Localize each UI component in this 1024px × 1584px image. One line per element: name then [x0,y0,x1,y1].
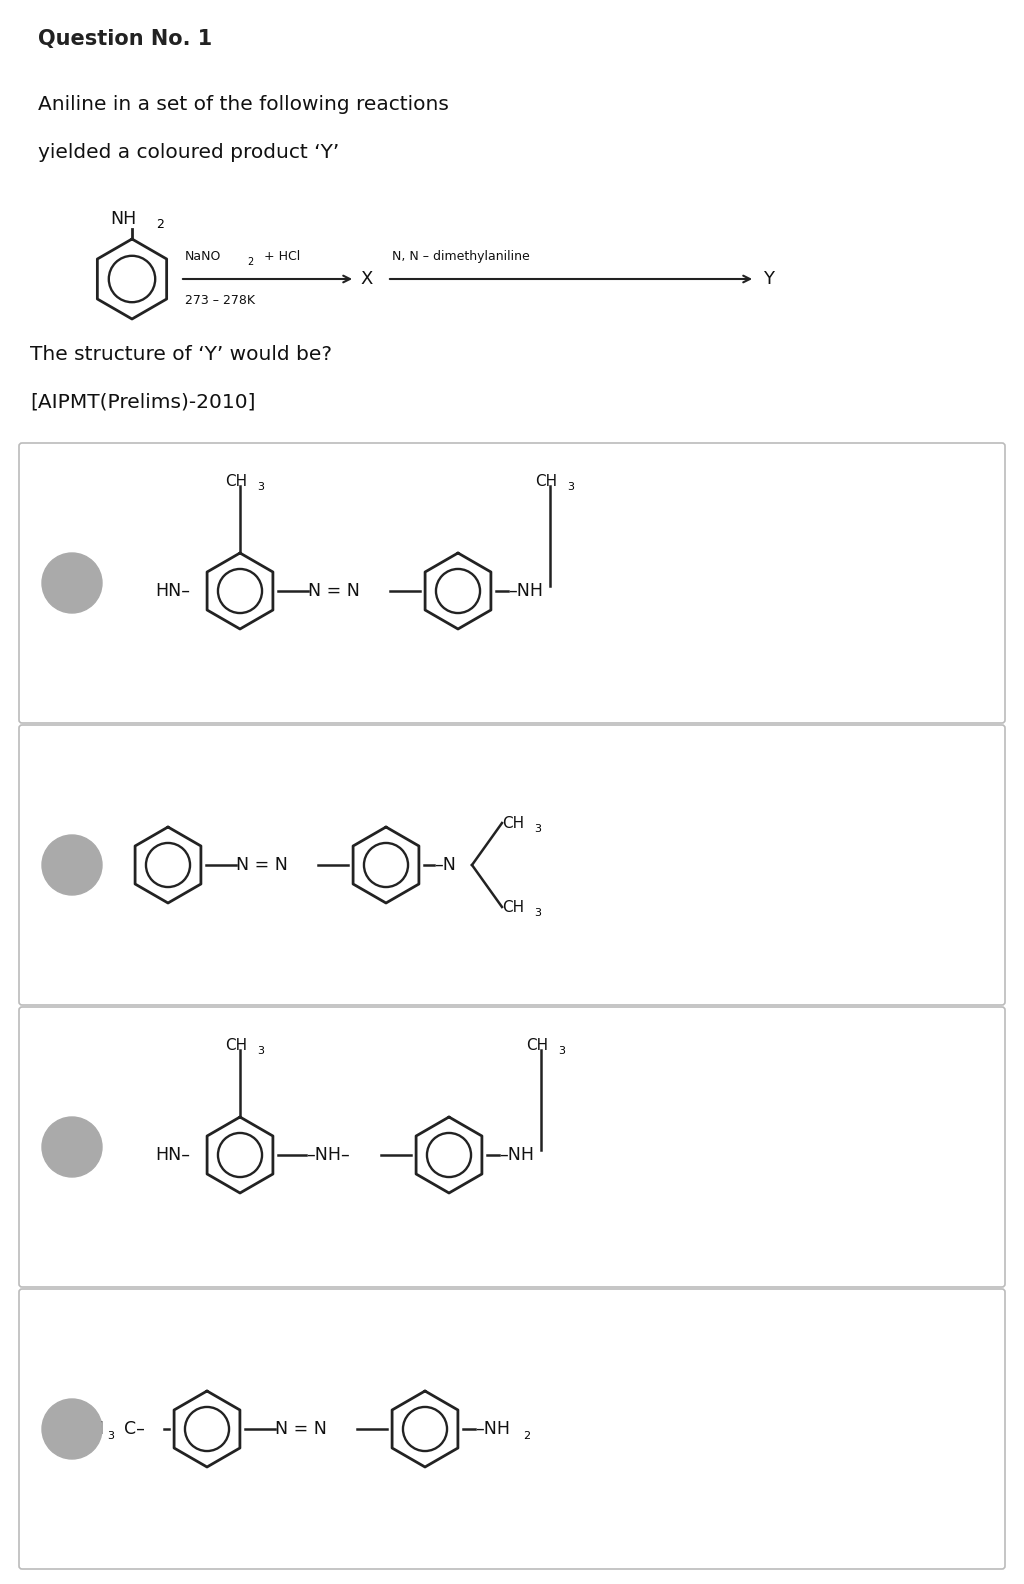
Text: B: B [66,855,79,874]
Text: 2: 2 [523,1430,530,1441]
Text: + HCl: + HCl [260,250,300,263]
Text: 3: 3 [257,1045,264,1057]
Text: X: X [360,269,373,288]
Text: N = N: N = N [308,581,359,600]
Text: C–: C– [124,1419,144,1438]
Text: 3: 3 [534,824,541,835]
Text: NaNO: NaNO [185,250,221,263]
Text: yielded a coloured product ‘Y’: yielded a coloured product ‘Y’ [38,143,339,162]
Text: 2: 2 [247,257,253,268]
FancyBboxPatch shape [19,444,1005,722]
Text: N = N: N = N [275,1419,327,1438]
Text: CH: CH [535,474,557,488]
Text: NH: NH [110,211,136,228]
Text: –NH: –NH [475,1419,510,1438]
Text: 3: 3 [567,482,574,493]
Circle shape [42,1117,102,1177]
Text: 2: 2 [156,219,164,231]
Text: [AIPMT(Prelims)-2010]: [AIPMT(Prelims)-2010] [30,393,256,412]
Text: CH: CH [526,1038,548,1052]
Text: –NH–: –NH– [306,1145,350,1164]
Text: HN–: HN– [155,1145,190,1164]
Circle shape [42,1399,102,1459]
Text: 3: 3 [558,1045,565,1057]
Text: CH: CH [225,474,247,488]
Text: CH: CH [502,816,524,830]
Text: D: D [65,1419,80,1438]
Text: CH: CH [502,900,524,914]
Text: –NH: –NH [499,1145,534,1164]
Text: C: C [66,1137,79,1156]
Text: 3: 3 [108,1430,115,1441]
Circle shape [42,553,102,613]
Text: Y: Y [763,269,774,288]
Text: Aniline in a set of the following reactions: Aniline in a set of the following reacti… [38,95,449,114]
FancyBboxPatch shape [19,725,1005,1004]
Text: CH: CH [225,1038,247,1052]
Text: N, N – dimethylaniline: N, N – dimethylaniline [392,250,529,263]
Circle shape [42,835,102,895]
Text: –NH: –NH [508,581,543,600]
Text: –N: –N [434,855,456,874]
Text: A: A [66,573,79,592]
Text: HN–: HN– [155,581,190,600]
FancyBboxPatch shape [19,1007,1005,1286]
Text: 273 – 278K: 273 – 278K [185,295,255,307]
Text: Question No. 1: Question No. 1 [38,29,212,49]
Text: N = N: N = N [236,855,288,874]
Text: 3: 3 [257,482,264,493]
Text: H: H [90,1419,103,1438]
FancyBboxPatch shape [19,1289,1005,1570]
Text: The structure of ‘Y’ would be?: The structure of ‘Y’ would be? [30,344,332,363]
Text: 3: 3 [534,908,541,919]
